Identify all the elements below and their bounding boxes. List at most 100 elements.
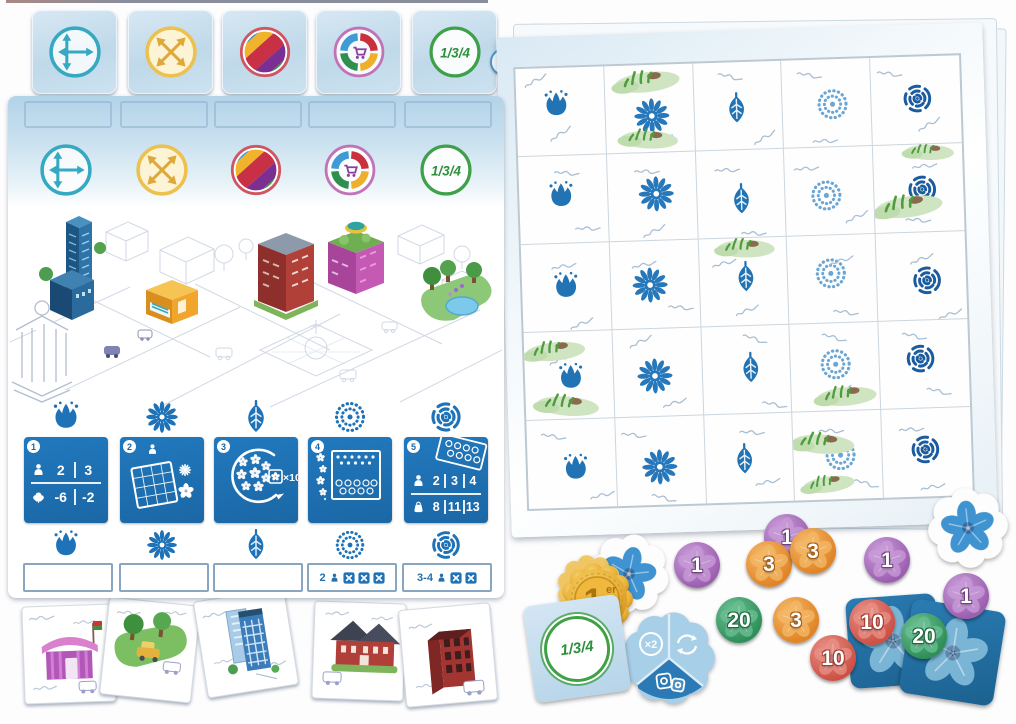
sketch-squiggle (797, 64, 824, 78)
token-value: 1 (781, 525, 793, 549)
grass-patch (873, 180, 949, 224)
sketch-squiggle (762, 393, 789, 408)
objective-card-2: 2 (120, 437, 204, 523)
tile-slot-outline (404, 101, 492, 128)
cell-value: 3 (73, 461, 102, 478)
card-number-badge: 1 (27, 440, 40, 453)
token-value: 20 (912, 624, 936, 648)
card3-diagram: ×10 (231, 448, 298, 504)
grass-patch (899, 143, 958, 161)
setup-slot-3 (213, 563, 303, 592)
medal-suffix: er (606, 584, 617, 596)
expand-arrows-icon (144, 26, 197, 78)
cell-value: 11 (444, 500, 462, 514)
rounds-134-icon: 1/3/4 (428, 26, 481, 78)
garden-board (496, 22, 998, 538)
garden-cell-r5c1 (526, 418, 618, 509)
helper-flower-token: ×2 (619, 606, 719, 706)
blue-tower (39, 216, 106, 320)
garden-cell-r2c2 (606, 151, 699, 243)
leaf-icon (238, 399, 274, 435)
bonus-tile-expand-arrows-icon (128, 10, 213, 94)
point-token-1: 1 (943, 573, 989, 619)
shrub-icon (31, 489, 46, 505)
table-row: -6 -2 (31, 482, 101, 509)
garden-cell-r3c1 (520, 242, 613, 334)
sketch-squiggle (554, 163, 581, 175)
tiles-icon (655, 672, 686, 693)
tulip-icon (538, 87, 573, 122)
pompom-icon (808, 177, 845, 214)
pompom-icon (814, 86, 851, 123)
car-sketches (104, 329, 153, 358)
city-tile-park (99, 596, 201, 704)
token-value: 3 (807, 539, 819, 563)
sketch-squiggle (899, 421, 925, 430)
grass-patch (529, 383, 605, 420)
pompom-icon (332, 399, 368, 435)
grass-patch (605, 64, 686, 98)
park-art (114, 609, 187, 675)
garden-cell-r3c4 (787, 233, 879, 325)
garden-cell-r5c3 (703, 412, 796, 504)
objective-card-1: 1 2 3 -6 -2 (24, 437, 108, 523)
garden-cell-r1c5 (870, 55, 962, 146)
card-number-badge: 4 (311, 440, 324, 453)
red-building (254, 233, 318, 320)
crossed-box-icon (465, 572, 477, 584)
leaf-icon (239, 528, 273, 562)
sketch-squiggle (550, 256, 577, 267)
sketch-squiggle (634, 162, 661, 172)
garden-cell-r3c5 (875, 231, 968, 322)
city-illustration (10, 216, 502, 408)
setup-slot-4: 2 (307, 563, 397, 592)
pompom-icon (333, 528, 367, 562)
setup-slot-2 (119, 563, 209, 592)
tulip-icon (48, 399, 84, 435)
tile-slot-outline (214, 101, 302, 128)
main-board-header: 1/3/4 (8, 96, 504, 208)
card5-score-table: 2 3 4 8 11 13 (411, 469, 481, 519)
sketch-squiggle (739, 422, 766, 433)
point-token-1: 1 (864, 537, 910, 583)
card2-diagram (130, 444, 194, 509)
garden-cell-r1c3 (692, 60, 785, 152)
sketch-squiggle (794, 160, 820, 168)
garden-cell-r5c2 (615, 415, 707, 507)
board-expand-arrows-icon (134, 142, 190, 198)
sketch-squiggle (927, 379, 954, 394)
expand-arrows-icon (136, 144, 188, 196)
rainbow-disc-icon (228, 142, 284, 198)
tulip-icon (543, 178, 578, 213)
point-token-3: 3 (773, 597, 819, 643)
tile-slot-outline (308, 101, 396, 128)
objective-card-5: 5 2 3 4 8 (404, 437, 488, 523)
cell-value: 2 (432, 474, 440, 488)
city-tile-manor (311, 600, 407, 702)
aster-icon (145, 528, 179, 562)
garden-cell-r4c2 (612, 327, 704, 419)
sketch-squiggle (842, 204, 869, 222)
table-row: 2 3 (31, 457, 101, 482)
grass-patch (710, 237, 778, 259)
sketch-squiggle (749, 124, 776, 144)
rounds-label: 1/3/4 (559, 637, 595, 660)
tulip-icon (548, 269, 583, 304)
cell-value: 2 (56, 461, 65, 478)
crossed-box-icon (343, 572, 355, 584)
svg-text:1/3/4: 1/3/4 (431, 163, 461, 178)
sketch-squiggle (545, 120, 571, 140)
tulip-icon (49, 528, 83, 562)
seed-bag-icon (411, 499, 426, 515)
aster-icon (636, 173, 677, 214)
token-value: 10 (821, 646, 845, 670)
cell-value: -2 (73, 488, 102, 505)
card1-score-table: 2 3 -6 -2 (31, 457, 101, 509)
garden-cell-r1c2 (604, 63, 696, 155)
sketch-squiggle (813, 132, 839, 141)
board-rounds-134-icon: 1/3/4 (418, 142, 474, 198)
leaf-icon (727, 442, 762, 477)
garden-cell-r3c3 (698, 236, 790, 328)
rose-icon (429, 528, 463, 562)
garden-cell-r3c2 (609, 239, 702, 331)
